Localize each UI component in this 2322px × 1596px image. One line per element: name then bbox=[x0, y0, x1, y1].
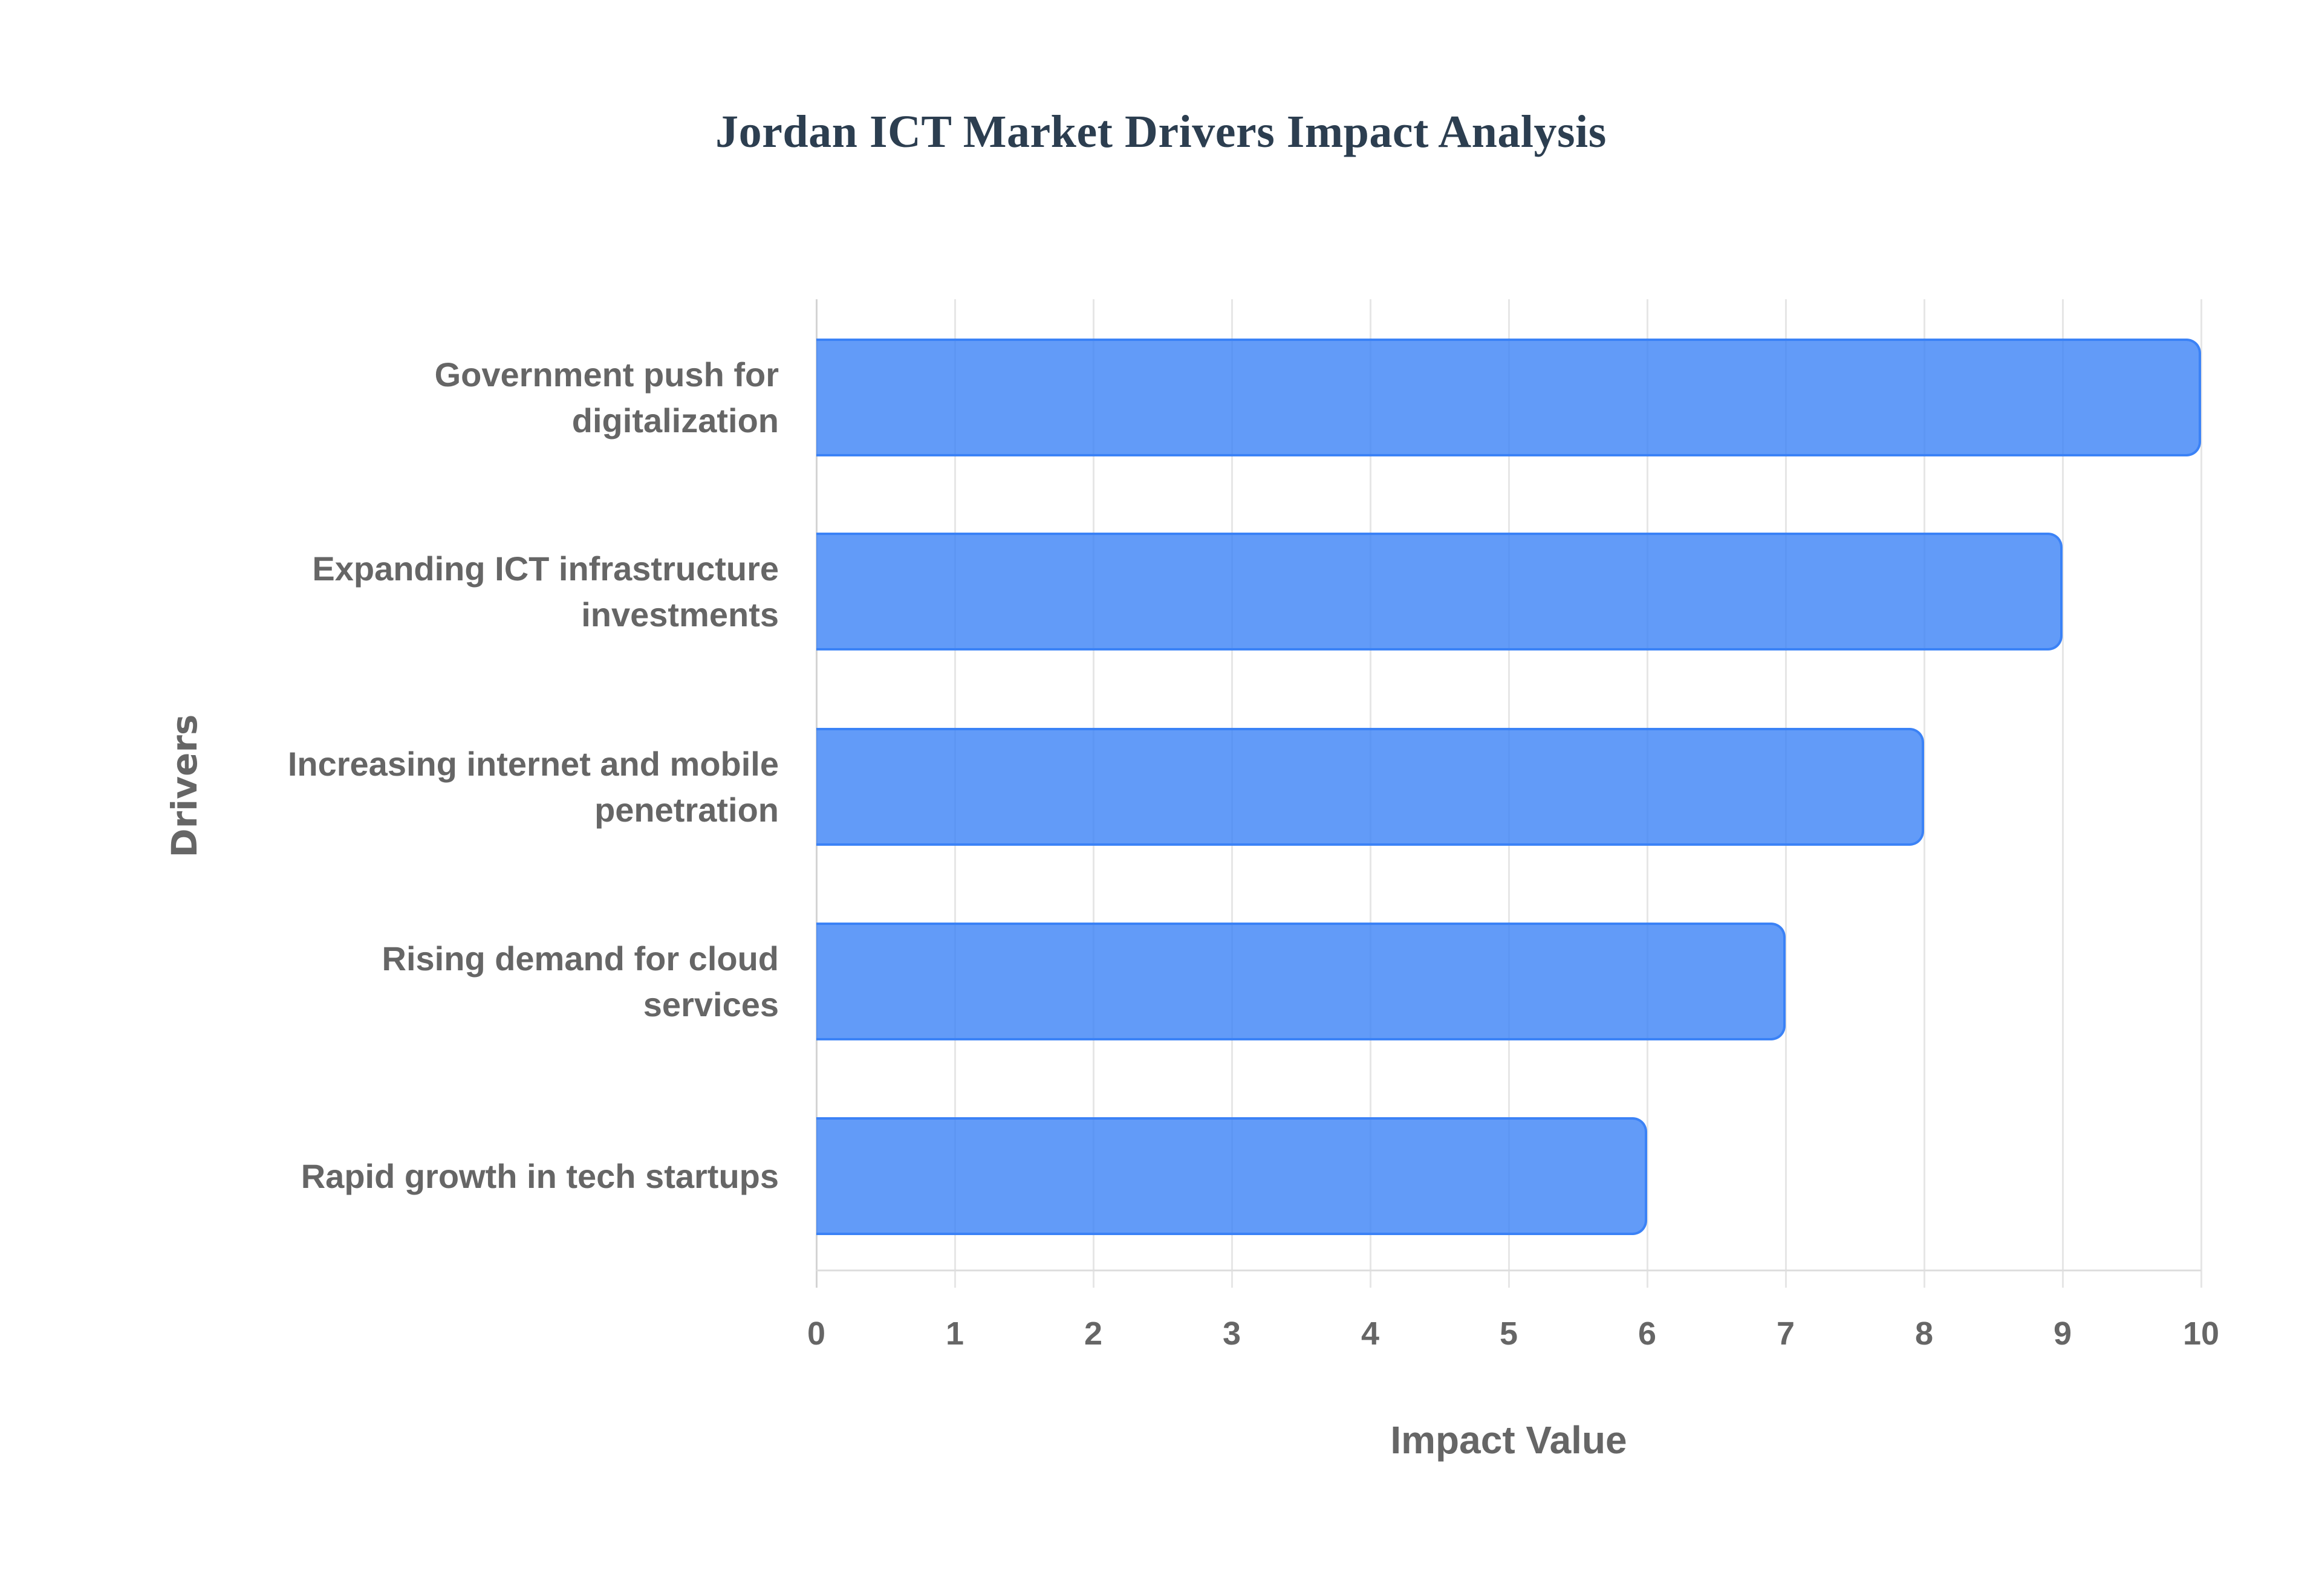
x-tick-label: 0 bbox=[807, 1315, 826, 1352]
y-category-label: Increasing internet and mobile penetratio… bbox=[204, 741, 779, 833]
y-category-label: Expanding ICT infrastructure investments bbox=[204, 546, 779, 638]
x-tick-label: 1 bbox=[945, 1315, 964, 1352]
y-category-label-line: investments bbox=[581, 595, 779, 634]
x-tick-label: 6 bbox=[1637, 1315, 1657, 1352]
y-category-label-line: Increasing internet and mobile bbox=[287, 744, 779, 783]
y-category-label-line: Expanding ICT infrastructure bbox=[312, 549, 779, 588]
x-tick-label: 2 bbox=[1084, 1315, 1103, 1352]
y-category-label-line: Government push for bbox=[434, 355, 779, 394]
x-tick-label: 7 bbox=[1776, 1315, 1795, 1352]
y-category-label: Government push for digitalization bbox=[204, 352, 779, 444]
plot-area bbox=[816, 299, 2202, 1288]
gridline bbox=[2062, 299, 2064, 1288]
bar[interactable] bbox=[816, 1117, 1647, 1235]
y-category-label-line: digitalization bbox=[571, 401, 779, 440]
x-axis-line bbox=[816, 1270, 2201, 1271]
y-category-label-line: penetration bbox=[594, 790, 779, 829]
bar[interactable] bbox=[816, 533, 2063, 650]
x-tick-label: 4 bbox=[1361, 1315, 1380, 1352]
x-tick-label: 10 bbox=[2182, 1315, 2220, 1352]
y-category-label: Rapid growth in tech startups bbox=[204, 1153, 779, 1199]
bar[interactable] bbox=[816, 339, 2201, 456]
bar[interactable] bbox=[816, 923, 1786, 1040]
y-category-label-line: Rising demand for cloud bbox=[382, 939, 779, 978]
x-axis-title: Impact Value bbox=[1390, 1418, 1627, 1462]
gridline bbox=[1924, 299, 1925, 1288]
x-tick-label: 5 bbox=[1499, 1315, 1518, 1352]
x-tick-label: 3 bbox=[1222, 1315, 1241, 1352]
bar[interactable] bbox=[816, 728, 1924, 846]
gridline bbox=[2200, 299, 2202, 1288]
chart-title: Jordan ICT Market Drivers Impact Analysi… bbox=[715, 106, 1607, 157]
x-tick-label: 9 bbox=[2053, 1315, 2072, 1352]
y-category-label-line: services bbox=[643, 985, 779, 1023]
x-tick-label: 8 bbox=[1914, 1315, 1934, 1352]
y-axis-title: Drivers bbox=[164, 714, 205, 858]
y-category-label: Rising demand for cloud services bbox=[204, 936, 779, 1028]
y-category-label-line: Rapid growth in tech startups bbox=[301, 1156, 779, 1195]
